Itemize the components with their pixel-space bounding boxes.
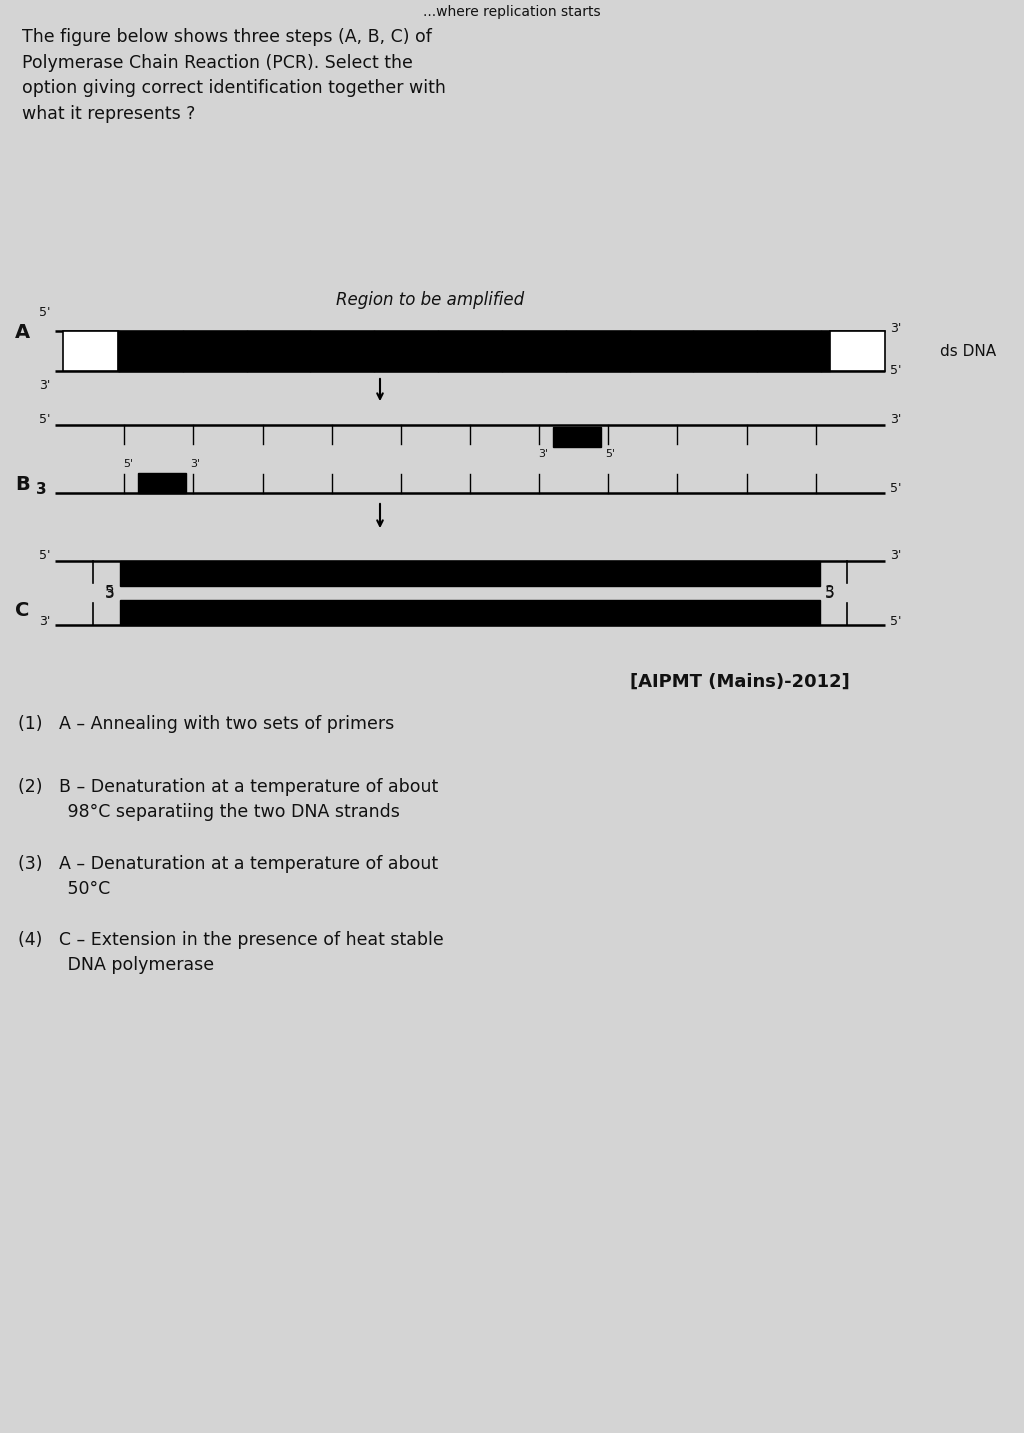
Bar xyxy=(138,473,186,493)
Bar xyxy=(120,560,820,586)
Text: 3': 3' xyxy=(39,378,50,393)
Text: 5': 5' xyxy=(39,414,50,427)
Text: 5: 5 xyxy=(105,585,115,600)
Text: (3)   A – Denaturation at a temperature of about
         50°C: (3) A – Denaturation at a temperature of… xyxy=(18,856,438,898)
Text: 3': 3' xyxy=(890,549,901,563)
Bar xyxy=(830,331,885,371)
Text: 5': 5' xyxy=(123,459,133,469)
Text: (2)   B – Denaturation at a temperature of about
         98°C separatiing the t: (2) B – Denaturation at a temperature of… xyxy=(18,778,438,821)
Text: 5': 5' xyxy=(890,483,901,496)
Text: 3: 3 xyxy=(825,585,835,600)
Text: 3': 3' xyxy=(39,615,50,628)
Text: The figure below shows three steps (A, B, C) of
Polymerase Chain Reaction (PCR).: The figure below shows three steps (A, B… xyxy=(22,29,445,123)
Text: 5': 5' xyxy=(39,307,50,320)
Bar xyxy=(120,600,820,625)
Text: 3': 3' xyxy=(190,459,200,469)
Text: 3': 3' xyxy=(890,414,901,427)
Text: A: A xyxy=(15,324,30,342)
Bar xyxy=(553,427,601,447)
Text: 5': 5' xyxy=(890,364,901,377)
Text: 3': 3' xyxy=(890,322,901,335)
Bar xyxy=(63,331,118,371)
Text: B: B xyxy=(15,476,30,494)
Text: (1)   A – Annealing with two sets of primers: (1) A – Annealing with two sets of prime… xyxy=(18,715,394,734)
Text: 5': 5' xyxy=(39,549,50,563)
Text: C: C xyxy=(15,602,30,620)
Text: 5': 5' xyxy=(605,449,615,459)
Text: 5': 5' xyxy=(890,615,901,628)
Text: 3': 3' xyxy=(538,449,548,459)
Text: ...where replication starts: ...where replication starts xyxy=(423,4,601,19)
Text: [AIPMT (Mains)-2012]: [AIPMT (Mains)-2012] xyxy=(630,674,850,691)
Text: 5: 5 xyxy=(825,586,835,600)
Text: 3: 3 xyxy=(105,586,115,600)
Bar xyxy=(118,331,830,371)
Text: Region to be amplified: Region to be amplified xyxy=(336,291,524,310)
Text: ds DNA: ds DNA xyxy=(940,344,996,358)
Text: (4)   C – Extension in the presence of heat stable
         DNA polymerase: (4) C – Extension in the presence of hea… xyxy=(18,931,443,974)
Text: 3: 3 xyxy=(37,481,47,496)
